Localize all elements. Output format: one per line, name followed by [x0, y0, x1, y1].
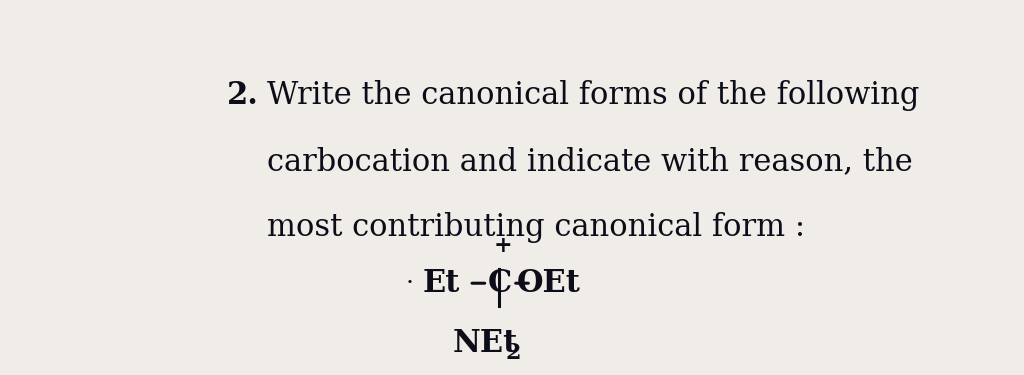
Text: carbocation and indicate with reason, the: carbocation and indicate with reason, th… [267, 146, 912, 177]
Text: 2: 2 [506, 342, 521, 363]
Text: most contributing canonical form :: most contributing canonical form : [267, 213, 805, 243]
Text: ·: · [406, 272, 414, 295]
Text: OEt: OEt [517, 268, 581, 299]
Text: Write the canonical forms of the following: Write the canonical forms of the followi… [267, 80, 920, 111]
Text: Et: Et [423, 268, 460, 299]
Text: NEt: NEt [453, 328, 518, 359]
Text: C: C [487, 268, 512, 299]
Text: +: + [494, 235, 512, 256]
Text: 2.: 2. [227, 80, 259, 111]
